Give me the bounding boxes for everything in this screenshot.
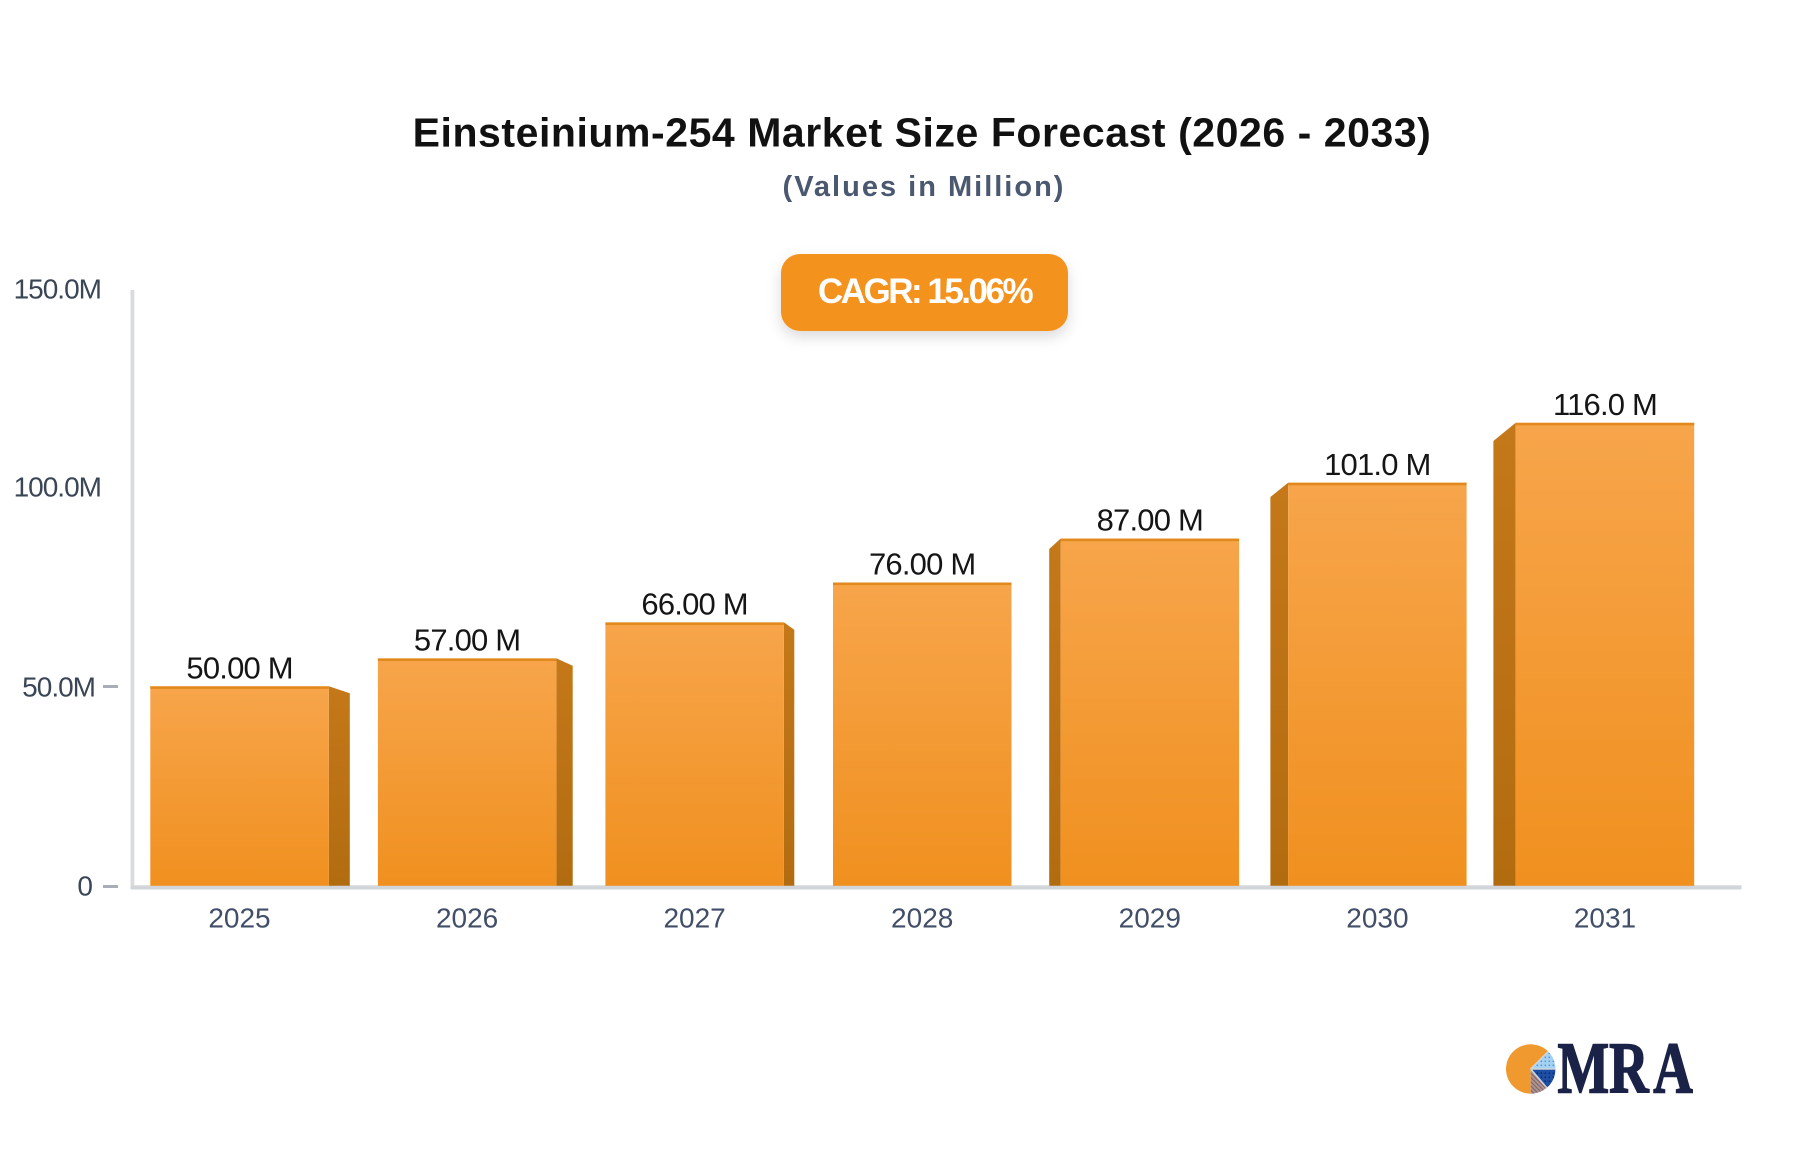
svg-text:57.00 M: 57.00 M <box>414 623 520 658</box>
svg-text:150.0M: 150.0M <box>14 274 101 305</box>
svg-text:87.00 M: 87.00 M <box>1097 503 1203 538</box>
svg-text:50.00 M: 50.00 M <box>186 650 292 685</box>
svg-text:101.0 M: 101.0 M <box>1324 447 1430 482</box>
svg-text:100.0M: 100.0M <box>14 472 101 503</box>
svg-text:CAGR: 15.06%: CAGR: 15.06% <box>818 272 1034 311</box>
svg-text:2027: 2027 <box>663 903 725 934</box>
svg-text:2029: 2029 <box>1119 903 1181 934</box>
svg-text:2026: 2026 <box>436 903 498 934</box>
svg-text:76.00 M: 76.00 M <box>869 547 975 582</box>
svg-text:0: 0 <box>77 871 92 902</box>
svg-text:Einsteinium-254 Market Size Fo: Einsteinium-254 Market Size Forecast (20… <box>413 110 1432 156</box>
svg-text:MRA: MRA <box>1558 1028 1694 1108</box>
svg-text:2031: 2031 <box>1574 903 1636 934</box>
svg-text:50.0M: 50.0M <box>22 672 95 703</box>
svg-text:116.0 M: 116.0 M <box>1553 387 1657 422</box>
svg-text:2030: 2030 <box>1346 903 1408 934</box>
svg-text:(Values in Million): (Values in Million) <box>783 171 1066 203</box>
svg-text:66.00 M: 66.00 M <box>641 587 747 622</box>
svg-text:2028: 2028 <box>891 903 953 934</box>
svg-text:2025: 2025 <box>208 903 270 934</box>
